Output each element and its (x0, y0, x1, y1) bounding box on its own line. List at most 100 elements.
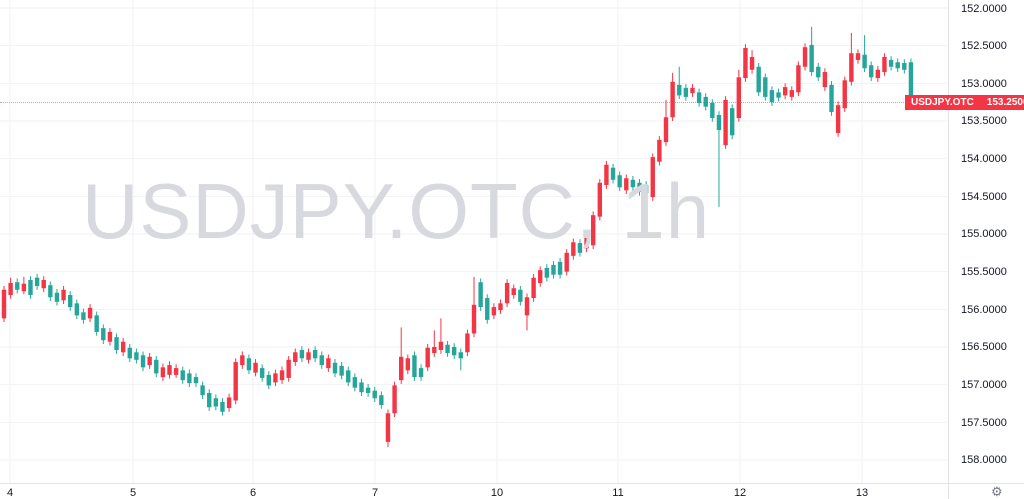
candle-body (809, 44, 814, 73)
candle-body (200, 385, 205, 396)
candle-body (518, 289, 523, 302)
candle-body (87, 307, 93, 319)
candle-body (749, 56, 755, 70)
candle-body (8, 282, 13, 296)
candle-body (650, 157, 655, 198)
y-axis-label: 155.0000 (961, 228, 1007, 241)
candle-body (544, 267, 550, 278)
candle-body (597, 182, 602, 217)
candle-body (617, 175, 622, 188)
chart-plot-area[interactable]: USDJPY.OTC, 1h (0, 0, 948, 483)
candle-body (895, 62, 900, 69)
y-axis-label: 154.5000 (961, 190, 1007, 203)
candle-body (637, 182, 642, 192)
candle-body (213, 398, 219, 407)
candle-body (869, 65, 874, 78)
candle-body (776, 92, 781, 98)
candlestick-canvas (0, 0, 948, 483)
candle-body (319, 355, 324, 366)
candle-body (279, 370, 285, 381)
candle-body (266, 374, 271, 386)
candle-body (1, 289, 7, 319)
candle-body (524, 297, 530, 316)
candle-body (41, 279, 46, 289)
y-axis-label: 156.5000 (961, 341, 1007, 354)
candle-body (696, 92, 702, 103)
candle-body (736, 77, 742, 118)
y-axis-label: 153.5000 (961, 115, 1007, 128)
candle-body (61, 289, 66, 301)
candle-body (120, 341, 126, 353)
candle-body (504, 282, 510, 304)
candle-body (829, 84, 834, 112)
x-axis-label: 10 (490, 487, 504, 499)
candle-body (372, 390, 377, 399)
candle-body (286, 359, 291, 378)
time-axis[interactable]: 4 5 6 7 10 11 12 13 (0, 483, 948, 499)
candle-body (385, 413, 391, 442)
candle-body (816, 66, 821, 78)
candle-body (498, 303, 503, 311)
candle-body (590, 215, 596, 246)
y-axis-label: 152.5000 (961, 40, 1007, 53)
candle-body (359, 382, 364, 393)
candle-body (259, 368, 265, 378)
candle-body (538, 270, 543, 283)
x-axis-label: 5 (129, 487, 137, 499)
y-axis-label: 158.0000 (961, 454, 1007, 467)
candle-body (902, 62, 907, 70)
candle-body (663, 117, 669, 143)
candle-body (802, 47, 808, 67)
candle-body (451, 346, 457, 356)
candle-body (48, 285, 53, 298)
candle-body (246, 358, 252, 371)
candle-body (571, 242, 576, 256)
x-axis-label: 12 (733, 487, 747, 499)
candle-body (769, 90, 775, 103)
candle-body (21, 283, 27, 292)
x-axis-label: 13 (855, 487, 869, 499)
candle-body (822, 72, 828, 88)
candle-body (405, 358, 411, 371)
candle-body (875, 69, 881, 79)
candle-body (240, 355, 245, 366)
candle-body (683, 87, 689, 97)
candle-body (418, 368, 424, 378)
candle-body (511, 288, 516, 296)
candle-body (564, 252, 569, 272)
candle-body (710, 102, 715, 118)
price-scale-settings-gear-icon[interactable]: ⚙ (991, 484, 1003, 499)
candle-body (392, 385, 397, 414)
candle-body (81, 312, 86, 320)
candle-body (34, 277, 40, 286)
candle-body (160, 367, 166, 378)
price-axis[interactable]: 152.0000 152.5000 153.0000 153.5000 154.0000… (948, 0, 1024, 483)
candle-body (114, 337, 119, 351)
candle-body (855, 53, 861, 60)
candle-body (346, 370, 351, 383)
candle-body (478, 282, 483, 308)
candle-body (677, 84, 682, 96)
candle-body (154, 359, 159, 374)
candle-body (465, 333, 470, 353)
candle-body (293, 352, 298, 363)
candle-body (326, 358, 331, 369)
candle-body (15, 282, 20, 290)
y-axis-label: 153.0000 (961, 77, 1007, 90)
candle-body (531, 277, 536, 299)
candle-body (220, 401, 225, 412)
y-axis-label: 152.0000 (961, 2, 1007, 15)
candle-body (193, 377, 199, 384)
x-axis-label: 7 (371, 487, 379, 499)
candle-body (577, 243, 583, 253)
x-axis-label: 4 (6, 487, 14, 499)
candle-body (134, 352, 139, 360)
candle-body (312, 350, 318, 359)
candle-body (756, 66, 761, 93)
candle-body (624, 178, 629, 191)
candle-body (485, 298, 490, 320)
candle-body (643, 185, 649, 194)
axis-corner: ⚙ (948, 483, 1024, 499)
candle-body (908, 62, 914, 103)
candle-body (173, 368, 179, 375)
